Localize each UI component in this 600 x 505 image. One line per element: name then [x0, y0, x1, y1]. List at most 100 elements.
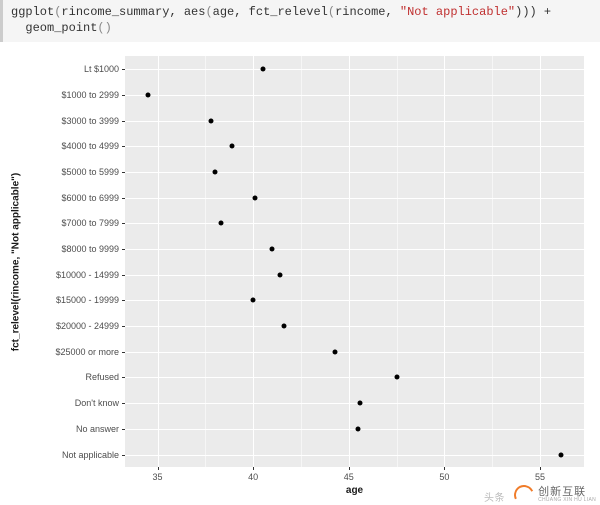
grid-h — [125, 377, 584, 378]
code-token: () — [97, 21, 111, 35]
grid-v — [444, 56, 445, 467]
data-point — [333, 349, 338, 354]
code-token: + — [537, 5, 559, 19]
y-tick-label: $3000 to 3999 — [61, 116, 119, 126]
grid-h — [125, 121, 584, 122]
x-tick-label: 40 — [248, 472, 258, 482]
grid-v — [540, 56, 541, 467]
watermark-caption: 创新互联CHUANG XIN HU LIAN — [538, 487, 596, 503]
y-tick-label: $25000 or more — [55, 347, 119, 357]
data-point — [230, 144, 235, 149]
y-tickmark — [122, 198, 125, 199]
y-tickmark — [122, 403, 125, 404]
x-axis-title: age — [346, 485, 363, 496]
data-point — [281, 324, 286, 329]
data-point — [270, 247, 275, 252]
code-token: ( — [328, 5, 335, 19]
grid-h — [125, 352, 584, 353]
code-token: rincome_summary, — [61, 5, 183, 19]
y-tick-label: $6000 to 6999 — [61, 193, 119, 203]
x-tickmark — [253, 467, 254, 470]
code-token: fct_relevel — [249, 5, 328, 19]
code-token: aes — [184, 5, 206, 19]
y-tickmark — [122, 172, 125, 173]
grid-h — [125, 429, 584, 430]
x-tick-label: 35 — [152, 472, 162, 482]
code-token: rincome, — [335, 5, 400, 19]
grid-h — [125, 326, 584, 327]
y-tick-label: $4000 to 4999 — [61, 141, 119, 151]
x-tick-label: 50 — [439, 472, 449, 482]
code-token — [11, 21, 25, 35]
code-token: geom_point — [25, 21, 97, 35]
grid-h — [125, 249, 584, 250]
grid-h — [125, 300, 584, 301]
grid-v — [158, 56, 159, 467]
data-point — [394, 375, 399, 380]
x-tick-label: 55 — [535, 472, 545, 482]
watermark-py: CHUANG XIN HU LIAN — [538, 498, 596, 503]
grid-v — [349, 56, 350, 467]
watermark-icon — [511, 483, 537, 505]
y-tickmark — [122, 95, 125, 96]
x-tick-label: 45 — [344, 472, 354, 482]
grid-h — [125, 403, 584, 404]
y-tick-label: Don't know — [75, 398, 119, 408]
data-point — [209, 118, 214, 123]
y-tickmark — [122, 146, 125, 147]
y-tick-label: $15000 - 19999 — [56, 295, 119, 305]
y-tick-label: No answer — [76, 424, 119, 434]
grid-h — [125, 223, 584, 224]
y-tick-label: $1000 to 2999 — [61, 90, 119, 100]
data-point — [145, 92, 150, 97]
code-block: ggplot(rincome_summary, aes(age, fct_rel… — [0, 0, 600, 42]
y-tick-label: $7000 to 7999 — [61, 218, 119, 228]
data-point — [218, 221, 223, 226]
grid-v-minor — [301, 56, 302, 467]
y-tickmark — [122, 69, 125, 70]
y-tick-label: $8000 to 9999 — [61, 244, 119, 254]
data-point — [277, 272, 282, 277]
x-tickmark — [158, 467, 159, 470]
grid-h — [125, 146, 584, 147]
y-tick-label: Refused — [85, 372, 119, 382]
grid-v-minor — [205, 56, 206, 467]
plot-panel — [125, 56, 584, 467]
watermark-text: 头条 — [484, 489, 505, 504]
y-tickmark — [122, 326, 125, 327]
code-token: ))) — [515, 5, 537, 19]
data-point — [559, 452, 564, 457]
data-point — [358, 401, 363, 406]
code-token: ggplot — [11, 5, 54, 19]
data-point — [251, 298, 256, 303]
code-token: ( — [205, 5, 212, 19]
data-point — [260, 67, 265, 72]
x-tickmark — [540, 467, 541, 470]
x-tickmark — [444, 467, 445, 470]
watermark-logo: 创新互联CHUANG XIN HU LIAN — [514, 485, 596, 505]
y-tick-label: $5000 to 5999 — [61, 167, 119, 177]
y-tickmark — [122, 275, 125, 276]
y-tickmark — [122, 121, 125, 122]
y-tick-label: Lt $1000 — [84, 64, 119, 74]
grid-h — [125, 275, 584, 276]
y-tickmark — [122, 300, 125, 301]
grid-v-minor — [397, 56, 398, 467]
grid-h — [125, 69, 584, 70]
chart: 35 40 45 50 55 Lt $1000 $1000 to 2999 $3000 to … — [0, 42, 600, 505]
y-tickmark — [122, 455, 125, 456]
grid-v — [253, 56, 254, 467]
y-tickmark — [122, 249, 125, 250]
grid-h — [125, 455, 584, 456]
code-token: "Not applicable" — [400, 5, 515, 19]
y-tick-label: $10000 - 14999 — [56, 270, 119, 280]
grid-h — [125, 95, 584, 96]
grid-h — [125, 198, 584, 199]
y-tickmark — [122, 223, 125, 224]
code-token: age, — [213, 5, 249, 19]
data-point — [253, 195, 258, 200]
y-tickmark — [122, 429, 125, 430]
grid-v-minor — [492, 56, 493, 467]
y-tick-label: $20000 - 24999 — [56, 321, 119, 331]
grid-h — [125, 172, 584, 173]
